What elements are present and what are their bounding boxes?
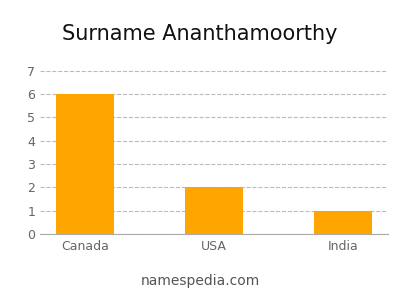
Text: namespedia.com: namespedia.com bbox=[140, 274, 260, 288]
Text: Surname Ananthamoorthy: Surname Ananthamoorthy bbox=[62, 24, 338, 44]
Bar bbox=[56, 94, 114, 234]
Bar bbox=[185, 187, 243, 234]
Bar bbox=[314, 211, 372, 234]
